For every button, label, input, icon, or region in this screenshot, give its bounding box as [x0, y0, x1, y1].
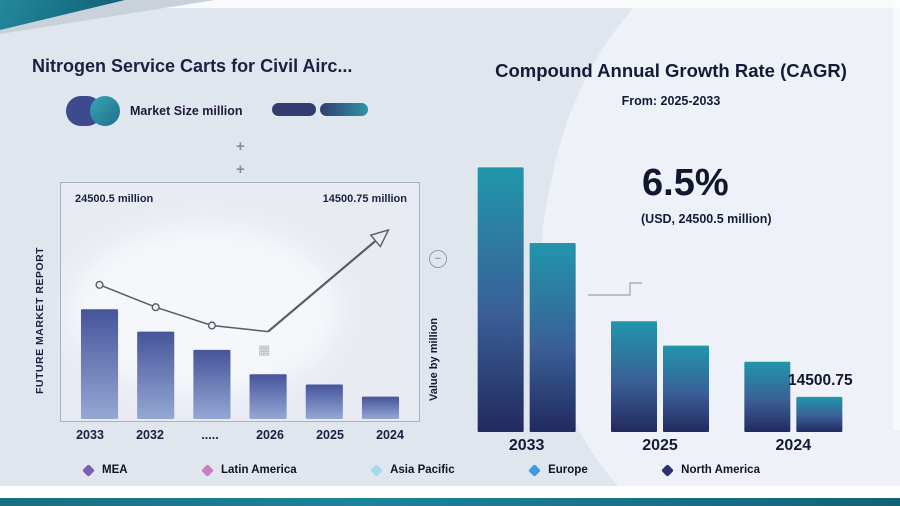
legend-label: Latin America — [221, 464, 297, 476]
legend-item: MEA — [82, 463, 128, 477]
legend-diamond-icon — [370, 463, 383, 477]
left-chart-title: Nitrogen Service Carts for Civil Airc... — [32, 56, 353, 76]
legend-label: Europe — [548, 464, 588, 476]
left-x-label: 2026 — [256, 428, 284, 442]
market-size-legend-icon — [66, 96, 120, 126]
minus-glyph: − — [434, 253, 442, 265]
value-callout-label: 14500.75 — [788, 372, 853, 389]
legend-diamond-icon — [528, 463, 541, 477]
legend-label: Asia Pacific — [390, 464, 455, 476]
right-x-label: 2024 — [775, 437, 812, 454]
legend-item: Latin America — [201, 463, 297, 477]
bottom-border-strip-teal — [0, 498, 900, 506]
toggle-segment-left-icon — [272, 103, 316, 116]
right-x-label: 2025 — [642, 437, 678, 454]
left-x-axis-labels: 2033 2032..... 2026 2025 2024 — [60, 428, 420, 442]
legend-item: Europe — [528, 463, 588, 477]
left-x-label: 2032 — [136, 428, 164, 442]
cagr-detail: (USD, 24500.5 million) — [641, 212, 772, 226]
left-x-label: 2033 — [76, 428, 104, 442]
right-x-axis-labels: 2033 2025 2024 — [460, 437, 860, 455]
right-y-axis-label: Value by million — [428, 317, 440, 402]
legend-pill-teal-icon — [90, 96, 120, 126]
legend-diamond-icon — [661, 463, 675, 477]
legend-item: Asia Pacific — [370, 463, 455, 477]
region-legend: MEA Latin America Asia Pacific Europe North … — [82, 463, 760, 477]
plus-decoration-icon: + — [236, 138, 245, 155]
toggle-segment-right-icon — [320, 103, 368, 116]
market-size-legend-label: Market Size million — [130, 104, 243, 118]
chart-max-value-label: 24500.5 million — [75, 193, 154, 205]
right-chart-header: Compound Annual Growth Rate (CAGR) From:… — [451, 60, 891, 108]
cagr-period: From: 2025-2033 — [621, 94, 721, 108]
legend-diamond-icon — [82, 463, 95, 477]
watermark-side-label: FUTURE MARKET REPORT — [34, 246, 46, 395]
cagr-value: 6.5% — [642, 162, 729, 204]
bottom-border-strip-white — [0, 486, 900, 498]
range-toggle-icon — [272, 103, 368, 116]
right-x-label: 2033 — [508, 437, 545, 454]
left-x-label: ..... — [201, 428, 219, 442]
top-border-strip — [0, 0, 900, 8]
legend-label: MEA — [102, 464, 128, 476]
left-x-label: 2025 — [316, 428, 344, 442]
left-x-label: 2024 — [376, 428, 404, 442]
cagr-bar-chart — [477, 167, 843, 432]
grid-decoration-icon: ▦ — [258, 342, 271, 357]
legend-item: North America — [661, 463, 760, 477]
market-size-bar-chart — [80, 228, 400, 420]
market-size-chart-panel: 24500.5 million 14500.75 million — [60, 182, 420, 422]
circle-minus-decoration-icon: − — [429, 250, 447, 268]
cagr-title: Compound Annual Growth Rate (CAGR) — [495, 60, 847, 81]
plus-decoration-icon: + — [236, 161, 245, 178]
right-border-strip — [893, 0, 900, 430]
legend-diamond-icon — [201, 463, 214, 477]
chart-end-value-label: 14500.75 million — [322, 193, 407, 205]
legend-label: North America — [681, 464, 760, 476]
